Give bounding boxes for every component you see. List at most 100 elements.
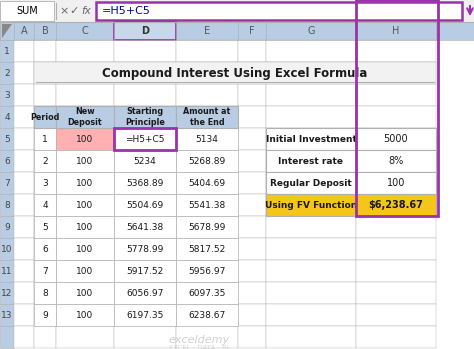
Text: 2: 2	[42, 156, 48, 165]
Bar	[34, 84, 56, 106]
Text: 5368.89: 5368.89	[126, 178, 164, 187]
Bar	[14, 84, 34, 106]
Bar	[56, 84, 114, 106]
Bar	[56, 150, 114, 172]
Bar	[0, 282, 14, 304]
Bar	[114, 62, 176, 84]
Bar	[34, 216, 56, 238]
Text: 12: 12	[1, 289, 13, 297]
Bar	[266, 84, 356, 106]
Bar	[356, 150, 436, 172]
Text: =H5+C5: =H5+C5	[125, 134, 165, 143]
Text: 1: 1	[4, 46, 10, 55]
Text: Using FV Function: Using FV Function	[265, 200, 357, 209]
Bar	[356, 216, 436, 238]
Text: 10: 10	[1, 245, 13, 253]
Bar	[176, 304, 238, 326]
Bar	[266, 150, 356, 172]
Text: 100: 100	[76, 156, 94, 165]
Bar	[34, 194, 56, 216]
Bar	[56, 172, 114, 194]
Bar	[56, 172, 114, 194]
Bar	[176, 194, 238, 216]
Text: 100: 100	[76, 200, 94, 209]
Bar	[176, 216, 238, 238]
Bar	[176, 128, 238, 150]
Bar	[114, 150, 176, 172]
Bar	[56, 304, 114, 326]
Bar	[14, 40, 34, 62]
Bar	[34, 128, 56, 150]
Bar	[176, 326, 238, 348]
Text: 6: 6	[42, 245, 48, 253]
Bar	[114, 128, 176, 150]
Bar	[356, 282, 436, 304]
Bar	[238, 194, 266, 216]
Text: 5000: 5000	[383, 134, 408, 144]
Text: 100: 100	[76, 245, 94, 253]
Bar	[0, 260, 14, 282]
Text: 5504.69: 5504.69	[127, 200, 164, 209]
Bar	[356, 0, 438, 216]
Bar	[14, 282, 34, 304]
Bar	[114, 22, 176, 40]
Bar	[176, 172, 238, 194]
Bar	[34, 150, 56, 172]
Text: Starting
Principle: Starting Principle	[125, 107, 165, 127]
Bar	[176, 238, 238, 260]
Bar	[34, 260, 56, 282]
Bar	[114, 84, 176, 106]
Text: Initial Investment: Initial Investment	[265, 134, 356, 143]
Text: 9: 9	[4, 223, 10, 231]
Text: 100: 100	[76, 134, 94, 143]
Bar	[266, 282, 356, 304]
Text: 11: 11	[1, 267, 13, 275]
Text: 100: 100	[76, 289, 94, 297]
Bar	[176, 150, 238, 172]
Bar	[356, 40, 436, 62]
Bar	[14, 172, 34, 194]
Bar	[114, 260, 176, 282]
Bar	[114, 304, 176, 326]
Bar	[34, 172, 56, 194]
Text: 5956.97: 5956.97	[188, 267, 226, 275]
Bar	[176, 62, 238, 84]
Bar	[0, 0, 474, 22]
Bar	[356, 62, 436, 84]
Bar	[176, 172, 238, 194]
Text: 5917.52: 5917.52	[127, 267, 164, 275]
Bar	[356, 106, 436, 128]
Bar	[56, 216, 114, 238]
Text: 6197.35: 6197.35	[126, 311, 164, 319]
Bar	[176, 238, 238, 260]
Text: Period: Period	[30, 112, 60, 121]
Text: 1: 1	[42, 134, 48, 143]
Text: 5778.99: 5778.99	[126, 245, 164, 253]
Text: 100: 100	[76, 178, 94, 187]
Text: 6: 6	[4, 156, 10, 165]
Text: ×: ×	[59, 6, 69, 16]
Bar	[14, 260, 34, 282]
Bar	[176, 260, 238, 282]
Polygon shape	[2, 24, 12, 38]
Text: =H5+C5: =H5+C5	[102, 6, 151, 16]
Bar	[114, 282, 176, 304]
Bar	[266, 238, 356, 260]
Bar	[238, 106, 266, 128]
Bar	[114, 304, 176, 326]
Bar	[56, 62, 114, 84]
Text: fx: fx	[81, 6, 91, 16]
Bar	[266, 194, 356, 216]
Bar	[14, 304, 34, 326]
Bar	[114, 172, 176, 194]
Text: 5404.69: 5404.69	[189, 178, 226, 187]
Bar	[266, 128, 356, 150]
Text: 9: 9	[42, 311, 48, 319]
Text: New
Deposit: New Deposit	[68, 107, 102, 127]
Text: 13: 13	[1, 311, 13, 319]
Bar	[56, 304, 114, 326]
Bar	[0, 304, 14, 326]
Text: 100: 100	[76, 311, 94, 319]
Bar	[176, 194, 238, 216]
Text: 3: 3	[42, 178, 48, 187]
